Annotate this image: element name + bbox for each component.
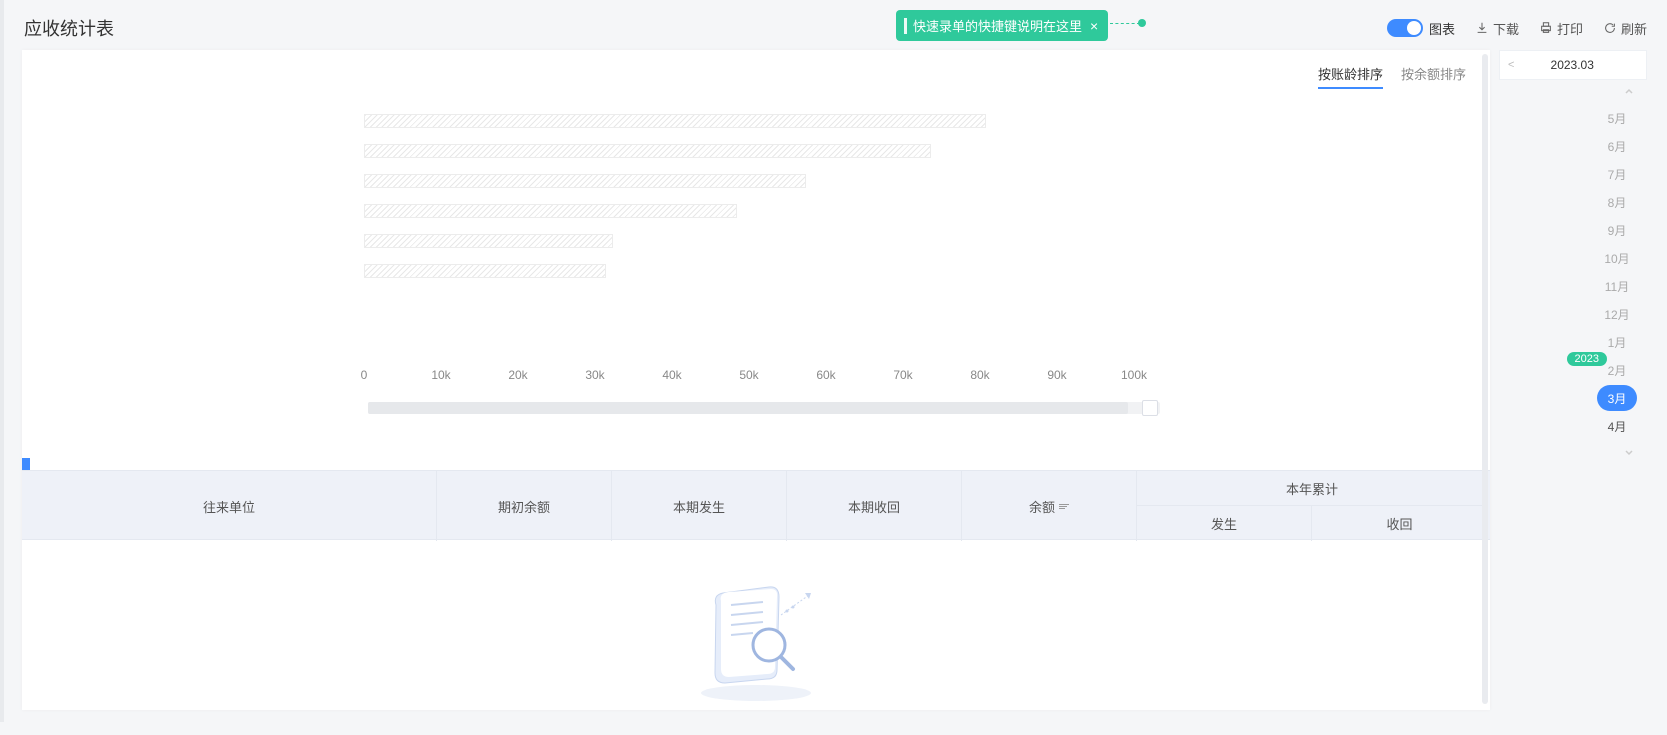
date-header[interactable]: < 2023.03	[1499, 50, 1647, 80]
th-balance-label: 余额	[1029, 497, 1055, 516]
banner-accent-bar	[904, 18, 907, 34]
chart-bar-row	[364, 166, 1154, 196]
chart-bar-row	[364, 256, 1154, 286]
month-item[interactable]: 11月	[1597, 273, 1637, 299]
refresh-button[interactable]: 刷新	[1603, 19, 1647, 38]
x-tick-label: 100k	[1114, 368, 1154, 388]
x-tick-label: 90k	[1037, 368, 1077, 388]
th-balance[interactable]: 余额	[962, 471, 1137, 541]
year-badge: 2023	[1567, 352, 1607, 366]
chart-bar-row	[364, 196, 1154, 226]
table-header: 往来单位 期初余额 本期发生 本期收回 余额 本年累计 发生 收回	[22, 470, 1490, 540]
month-item[interactable]: 4月	[1597, 413, 1637, 439]
chevron-up-icon	[1623, 86, 1635, 98]
chart-bar	[364, 114, 986, 128]
month-list: 5月6月7月8月9月10月11月12月1月2月3月4月	[1499, 104, 1647, 440]
close-icon[interactable]: ×	[1090, 18, 1098, 34]
shortcut-hint-banner: 快速录单的快捷键说明在这里 ×	[896, 10, 1108, 41]
chart-toggle-group: 图表	[1387, 19, 1455, 38]
date-current: 2023.03	[1551, 58, 1594, 72]
month-item[interactable]: 12月	[1597, 301, 1637, 327]
print-label: 打印	[1557, 19, 1583, 38]
date-picker-panel: < 2023.03 5月6月7月8月9月10月11月12月1月2月3月4月 20…	[1499, 50, 1647, 470]
month-item[interactable]: 1月	[1597, 329, 1637, 355]
toolbar: 图表 下载 打印 刷新	[1387, 0, 1647, 56]
bar-chart	[364, 106, 1154, 366]
chart-bar	[364, 264, 606, 278]
month-item[interactable]: 8月	[1597, 189, 1637, 215]
date-scroll-down[interactable]	[1499, 440, 1647, 464]
download-label: 下载	[1493, 19, 1519, 38]
chevron-down-icon	[1623, 446, 1635, 458]
x-tick-label: 60k	[806, 368, 846, 388]
chart-x-axis: 010k20k30k40k50k60k70k80k90k100k	[364, 368, 1154, 388]
th-period-occur: 本期发生	[612, 471, 787, 541]
download-button[interactable]: 下载	[1475, 19, 1519, 38]
print-icon	[1539, 21, 1553, 35]
refresh-label: 刷新	[1621, 19, 1647, 38]
x-tick-label: 10k	[421, 368, 461, 388]
main-panel: 按账龄排序 按余额排序 0 10k 20k 30k 40k 50k 60k 70k 80k 90k…	[22, 50, 1490, 710]
toggle-knob	[1407, 21, 1421, 35]
month-item[interactable]: 10月	[1597, 245, 1637, 271]
date-scroll-up[interactable]	[1499, 80, 1647, 104]
chevron-left-icon[interactable]: <	[1508, 59, 1514, 71]
banner-connector-dot	[1138, 19, 1146, 27]
chart-bar	[364, 174, 806, 188]
chart-toggle-label: 图表	[1429, 19, 1455, 38]
x-tick-label: 40k	[652, 368, 692, 388]
section-indicator-bar	[22, 458, 30, 470]
sort-tabs: 按账龄排序 按余额排序	[1318, 64, 1466, 89]
x-tick-label: 70k	[883, 368, 923, 388]
chart-scroll-thumb[interactable]	[368, 402, 1128, 414]
download-icon	[1475, 21, 1489, 35]
chart-bar	[364, 144, 931, 158]
x-tick-label: 30k	[575, 368, 615, 388]
x-tick-label: 80k	[960, 368, 1000, 388]
th-period-recover: 本期收回	[787, 471, 962, 541]
sort-tab-age[interactable]: 按账龄排序	[1318, 64, 1383, 89]
print-button[interactable]: 打印	[1539, 19, 1583, 38]
month-item[interactable]: 5月	[1597, 105, 1637, 131]
month-item[interactable]: 6月	[1597, 133, 1637, 159]
x-tick-label: 50k	[729, 368, 769, 388]
th-begin-balance: 期初余额	[437, 471, 612, 541]
x-tick-label: 20k	[498, 368, 538, 388]
chart-bar-row	[364, 106, 1154, 136]
chart-toggle[interactable]	[1387, 19, 1423, 37]
banner-connector-line	[1110, 23, 1140, 24]
chart-bar-row	[364, 226, 1154, 256]
sort-tab-balance[interactable]: 按余额排序	[1401, 64, 1466, 89]
chart-bar-row	[364, 136, 1154, 166]
empty-illustration	[681, 575, 831, 705]
th-year-recover: 收回	[1312, 506, 1487, 541]
refresh-icon	[1603, 21, 1617, 35]
left-edge-strip	[0, 0, 4, 722]
th-unit: 往来单位	[22, 471, 437, 541]
empty-state	[22, 545, 1490, 735]
banner-text: 快速录单的快捷键说明在这里	[913, 16, 1082, 35]
th-year-occur: 发生	[1137, 506, 1312, 541]
month-item[interactable]: 7月	[1597, 161, 1637, 187]
month-item[interactable]: 3月	[1597, 385, 1637, 411]
chart-bar	[364, 204, 737, 218]
th-year-group: 本年累计	[1137, 471, 1487, 506]
month-item[interactable]: 9月	[1597, 217, 1637, 243]
x-tick-label: 0	[344, 368, 384, 388]
chart-scroll-handle[interactable]	[1142, 400, 1158, 416]
chart-bar	[364, 234, 613, 248]
page-title: 应收统计表	[24, 15, 114, 41]
sort-icon	[1059, 504, 1069, 509]
panel-scrollbar[interactable]	[1482, 54, 1488, 704]
